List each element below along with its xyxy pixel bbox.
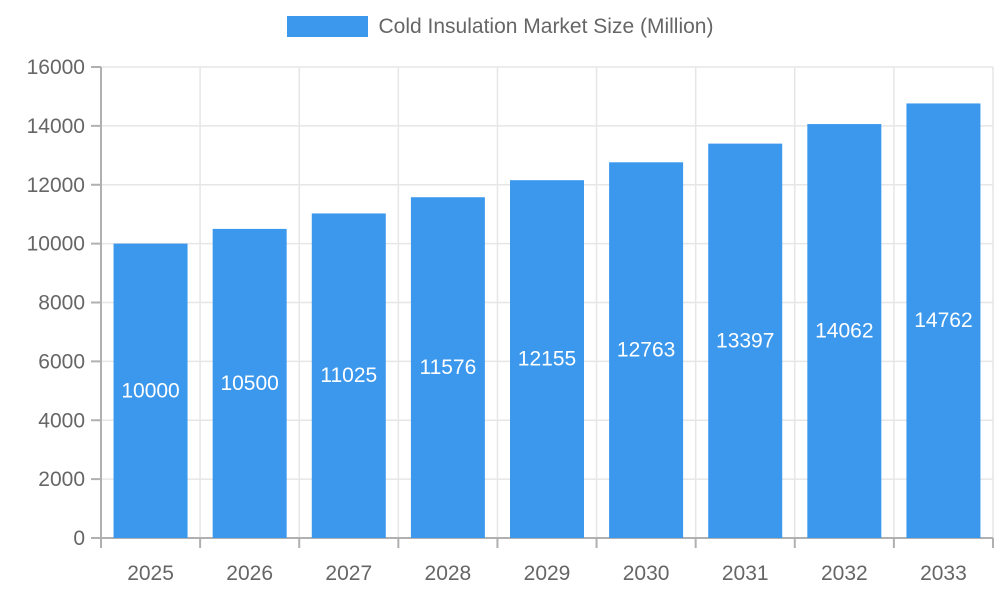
y-tick-label: 14000 xyxy=(27,115,85,138)
x-tick-label: 2033 xyxy=(920,562,967,585)
bar-2026[interactable] xyxy=(212,228,287,538)
bar-2031[interactable] xyxy=(708,143,783,539)
x-tick-label: 2026 xyxy=(226,562,273,585)
bar-value-label: 10500 xyxy=(220,372,278,395)
y-tick-label: 2000 xyxy=(38,468,85,491)
x-tick-label: 2025 xyxy=(127,562,174,585)
bar-value-label: 10000 xyxy=(121,379,179,402)
bar-2030[interactable] xyxy=(609,162,684,538)
bar-value-label: 14062 xyxy=(815,320,873,343)
bar-value-label: 13397 xyxy=(716,329,774,352)
y-tick-label: 0 xyxy=(73,527,85,550)
legend-swatch xyxy=(286,15,368,37)
x-tick-label: 2028 xyxy=(425,562,472,585)
x-tick-label: 2029 xyxy=(524,562,571,585)
chart-legend[interactable]: Cold Insulation Market Size (Million) xyxy=(0,0,1000,52)
legend-label: Cold Insulation Market Size (Million) xyxy=(378,14,714,38)
x-tick-label: 2030 xyxy=(623,562,670,585)
y-tick-label: 10000 xyxy=(27,233,85,256)
y-tick-label: 12000 xyxy=(27,174,85,197)
bar-2029[interactable] xyxy=(510,180,584,538)
y-tick-label: 8000 xyxy=(38,292,85,315)
bar-2028[interactable] xyxy=(410,197,485,538)
bar-2027[interactable] xyxy=(311,213,386,538)
bar-value-label: 14762 xyxy=(914,309,972,332)
bar-2025[interactable] xyxy=(113,243,188,538)
bar-2033[interactable] xyxy=(906,103,981,538)
x-tick-label: 2032 xyxy=(821,562,868,585)
y-tick-label: 16000 xyxy=(27,56,85,79)
bar-value-label: 12155 xyxy=(518,348,576,371)
bar-value-label: 11025 xyxy=(320,364,377,387)
bar-2032[interactable] xyxy=(807,124,882,539)
bar-value-label: 11576 xyxy=(419,356,476,379)
y-tick-label: 4000 xyxy=(38,409,85,432)
y-tick-label: 6000 xyxy=(38,350,85,373)
x-tick-label: 2031 xyxy=(722,562,769,585)
bar-value-label: 12763 xyxy=(617,339,675,362)
x-tick-label: 2027 xyxy=(325,562,372,585)
